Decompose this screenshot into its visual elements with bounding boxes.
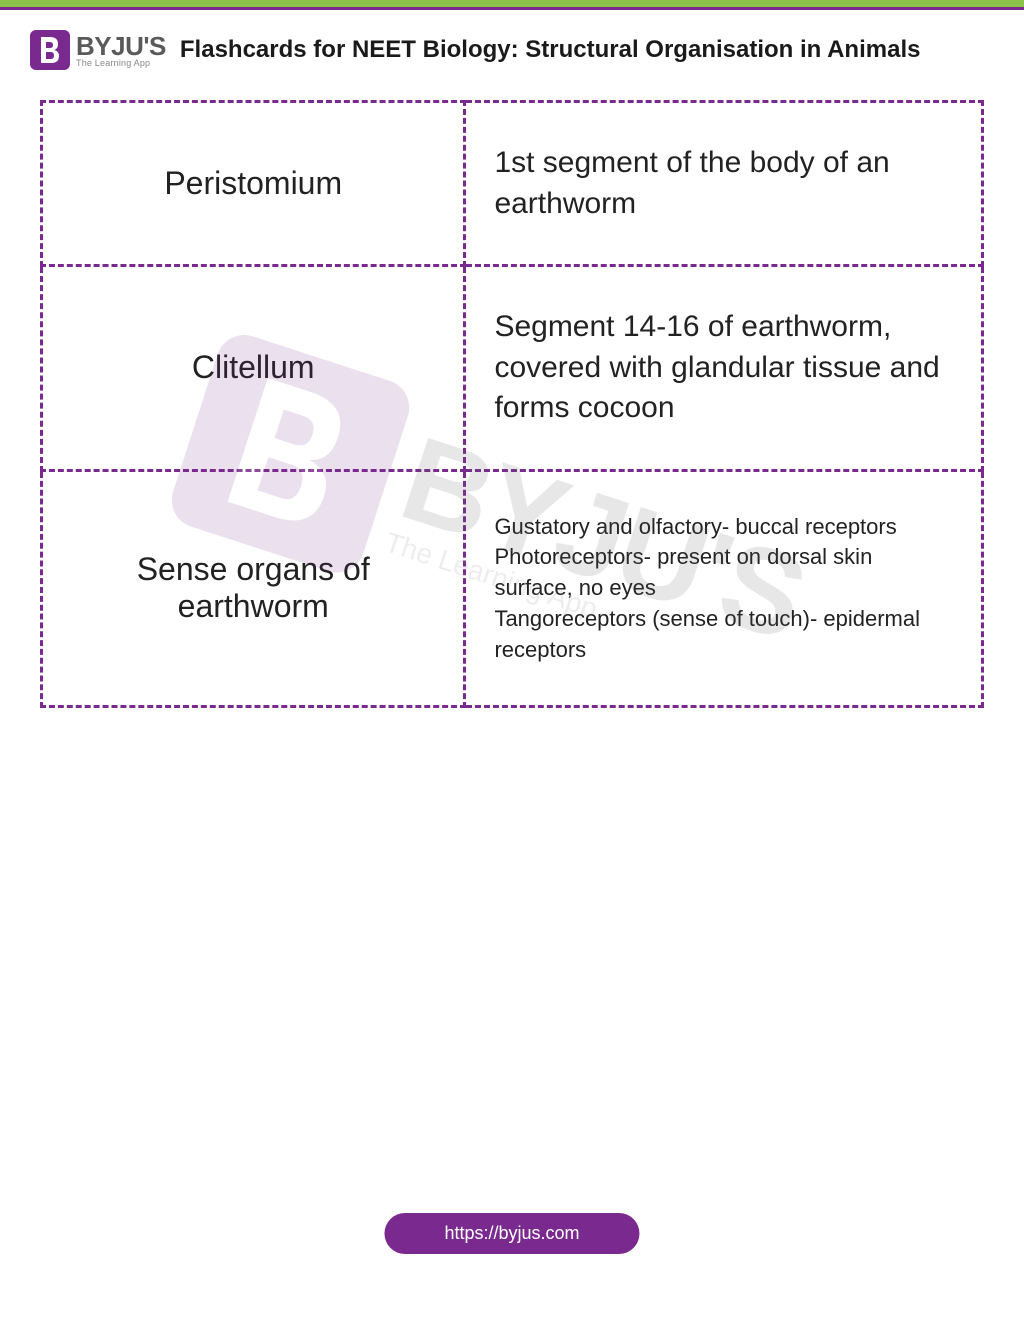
logo-text: BYJU'S The Learning App <box>76 33 166 68</box>
term-cell: Sense organs of earthworm <box>42 470 465 707</box>
logo: BYJU'S The Learning App <box>30 30 166 70</box>
logo-badge-icon <box>30 30 70 70</box>
table-row: Sense organs of earthworm Gustatory and … <box>42 470 983 707</box>
definition-cell: Segment 14-16 of earthworm, covered with… <box>465 266 983 471</box>
table-row: Clitellum Segment 14-16 of earthworm, co… <box>42 266 983 471</box>
table-row: Peristomium 1st segment of the body of a… <box>42 102 983 266</box>
logo-sub-text: The Learning App <box>76 59 166 68</box>
footer-url-pill: https://byjus.com <box>384 1213 639 1254</box>
header: BYJU'S The Learning App Flashcards for N… <box>0 10 1024 80</box>
logo-main-text: BYJU'S <box>76 33 166 59</box>
flashcard-table: Peristomium 1st segment of the body of a… <box>40 100 984 708</box>
definition-cell: Gustatory and olfactory- buccal receptor… <box>465 470 983 707</box>
term-cell: Peristomium <box>42 102 465 266</box>
flashcard-table-wrap: Peristomium 1st segment of the body of a… <box>0 80 1024 708</box>
definition-cell: 1st segment of the body of an earthworm <box>465 102 983 266</box>
top-accent-bar <box>0 0 1024 10</box>
page-title: Flashcards for NEET Biology: Structural … <box>180 36 921 64</box>
term-cell: Clitellum <box>42 266 465 471</box>
